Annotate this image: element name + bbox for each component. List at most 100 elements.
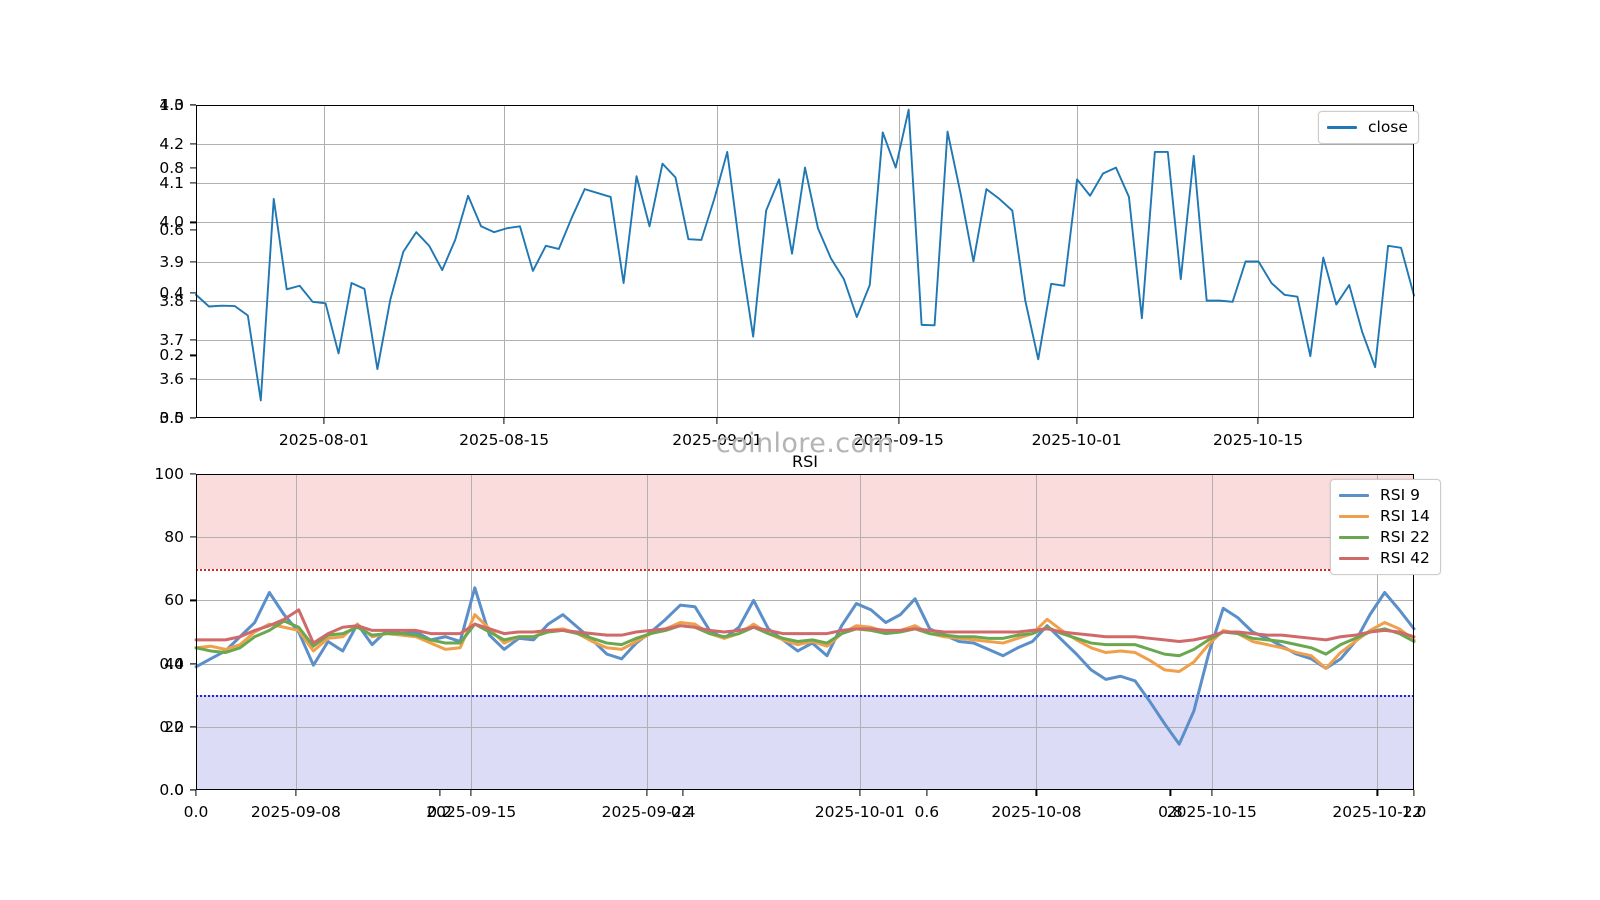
gridline-vertical xyxy=(717,105,719,418)
gridline-vertical xyxy=(504,105,506,418)
axis-tick-label: 2025-09-08 xyxy=(250,803,341,821)
legend-item[interactable]: RSI 9 xyxy=(1339,485,1430,506)
legend-color-swatch xyxy=(1339,557,1369,560)
rsi-chart-panel xyxy=(194,474,1416,790)
legend-item[interactable]: RSI 14 xyxy=(1339,506,1430,527)
axis-tick-label: 2025-08-01 xyxy=(278,431,369,449)
axis-tick-label: 2025-10-15 xyxy=(1213,431,1304,449)
gridline-horizontal xyxy=(196,726,1414,728)
axis-tick-mark xyxy=(1211,790,1213,796)
axis-tick-label: 0.4 xyxy=(159,654,184,673)
axis-tick-mark xyxy=(295,790,297,796)
legend-item-label: RSI 42 xyxy=(1380,548,1430,567)
axis-tick-label: 1.0 xyxy=(1401,803,1427,821)
axis-tick-mark xyxy=(190,354,196,356)
axis-tick-mark xyxy=(646,790,648,796)
axis-tick-label: 3.9 xyxy=(159,252,184,271)
gridline-horizontal xyxy=(196,261,1414,263)
axis-tick-mark xyxy=(190,378,196,380)
axis-tick-label: 0 xyxy=(174,781,184,799)
axis-tick-label: 40 xyxy=(164,654,184,673)
axis-tick-mark xyxy=(190,229,196,231)
axis-tick-label: 4.0 xyxy=(159,213,184,232)
axis-tick-label: 0.2 xyxy=(159,717,184,736)
axis-tick-mark xyxy=(323,418,325,424)
axis-tick-mark xyxy=(1035,790,1037,796)
axis-tick-label: 2025-10-01 xyxy=(814,803,905,821)
legend-color-swatch xyxy=(1339,515,1369,518)
axis-tick-label: 0.0 xyxy=(159,409,184,427)
axis-tick-label: 2025-10-01 xyxy=(1031,431,1122,449)
axis-tick-mark xyxy=(190,726,196,728)
axis-tick-mark xyxy=(195,790,197,796)
legend-item[interactable]: close xyxy=(1327,117,1408,138)
axis-tick-label: 0.2 xyxy=(159,346,184,365)
axis-tick-label: 0.2 xyxy=(427,803,452,821)
axis-tick-mark xyxy=(190,182,196,184)
axis-tick-label: 2025-09-15 xyxy=(426,803,517,821)
axis-tick-label: 0.8 xyxy=(1158,803,1183,821)
gridline-vertical xyxy=(471,474,473,790)
axis-tick-label: 4.3 xyxy=(159,96,184,114)
axis-tick-label: 4.1 xyxy=(159,174,184,193)
axis-tick-mark xyxy=(190,221,196,223)
axis-tick-mark xyxy=(190,292,196,294)
axis-tick-mark xyxy=(190,789,196,791)
gridline-horizontal xyxy=(196,144,1414,146)
axis-tick-label: 2025-09-15 xyxy=(853,431,944,449)
price-chart-legend: close xyxy=(1318,111,1419,144)
legend-item[interactable]: RSI 22 xyxy=(1339,527,1430,548)
gridline-horizontal xyxy=(196,222,1414,224)
axis-tick-label: 0.6 xyxy=(914,803,940,821)
axis-tick-mark xyxy=(682,790,684,796)
legend-color-swatch xyxy=(1339,536,1369,539)
gridline-horizontal xyxy=(196,183,1414,185)
axis-tick-mark xyxy=(859,790,861,796)
gridline-horizontal xyxy=(196,300,1414,302)
axis-tick-label: 2025-08-15 xyxy=(459,431,550,449)
axis-tick-mark xyxy=(190,143,196,145)
rsi-oversold-threshold-line xyxy=(196,695,1414,698)
axis-tick-label: 3.5 xyxy=(159,409,184,427)
axis-tick-mark xyxy=(926,790,928,796)
gridline-vertical xyxy=(1211,474,1213,790)
gridline-horizontal xyxy=(196,600,1414,602)
axis-tick-mark xyxy=(503,418,505,424)
axis-tick-mark xyxy=(190,536,196,538)
gridline-horizontal xyxy=(196,378,1414,380)
rsi-overbought-threshold-line xyxy=(196,568,1414,571)
axis-tick-label: 0.4 xyxy=(159,283,184,302)
axis-tick-mark xyxy=(898,418,900,424)
price-chart-panel xyxy=(195,105,1415,418)
axis-tick-mark xyxy=(1076,418,1078,424)
gridline-vertical xyxy=(295,474,297,790)
legend-item-label: close xyxy=(1368,117,1408,136)
axis-tick-mark xyxy=(190,300,196,302)
gridline-vertical xyxy=(323,105,325,418)
axis-tick-mark xyxy=(190,599,196,601)
legend-color-swatch xyxy=(1327,126,1357,129)
axis-tick-mark xyxy=(1376,790,1379,796)
gridline-horizontal xyxy=(196,339,1414,341)
axis-tick-label: 20 xyxy=(164,717,184,736)
axis-tick-mark xyxy=(190,339,196,341)
gridline-vertical xyxy=(1076,105,1078,418)
axis-tick-mark xyxy=(190,417,196,419)
axis-tick-label: 0.6 xyxy=(159,221,184,240)
price-line-series xyxy=(195,108,1415,402)
axis-tick-mark xyxy=(190,473,196,475)
axis-tick-label: 2025-10-15 xyxy=(1166,803,1257,821)
axis-tick-label: 100 xyxy=(154,465,184,483)
axis-tick-label: 3.8 xyxy=(159,291,184,310)
axis-tick-label: 3.7 xyxy=(159,330,184,349)
rsi-chart-legend: RSI 9 RSI 14 RSI 22 RSI 42 xyxy=(1330,479,1441,575)
axis-tick-label: 80 xyxy=(164,528,184,547)
rsi-line-series xyxy=(194,586,1416,746)
legend-item[interactable]: RSI 42 xyxy=(1339,548,1430,569)
axis-tick-label: 0.0 xyxy=(183,803,209,821)
axis-tick-label: 1.0 xyxy=(159,96,184,114)
axis-tick-label: 0.0 xyxy=(159,781,184,799)
axis-tick-mark xyxy=(1257,418,1259,424)
axis-tick-mark xyxy=(716,418,718,424)
axis-tick-mark xyxy=(439,790,441,796)
